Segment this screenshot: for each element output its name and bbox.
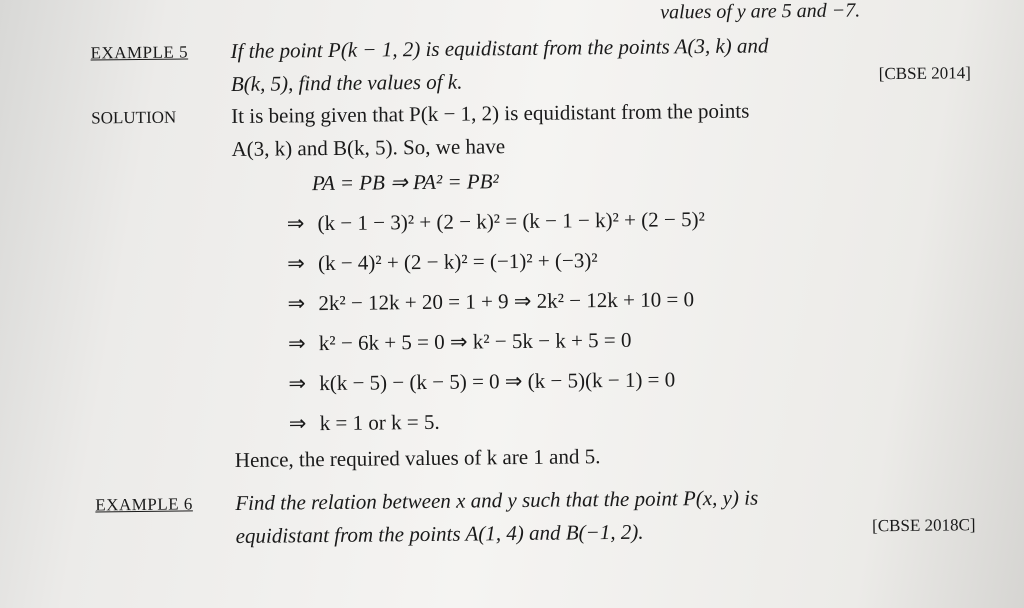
math-eq-6: k = 1 or k = 5. [320, 409, 440, 434]
label-text: EXAMPLE 6 [95, 494, 193, 514]
implies-arrow: ⇒ [271, 244, 313, 284]
math-line-4: ⇒ k² − 6k + 5 = 0 ⇒ k² − 5k − k + 5 = 0 [313, 317, 973, 364]
math-line-5: ⇒ k(k − 5) − (k − 5) = 0 ⇒ (k − 5)(k − 1… [314, 357, 974, 404]
math-eq-3: 2k² − 12k + 20 = 1 + 9 ⇒ 2k² − 12k + 10 … [318, 287, 694, 315]
math-line-3: ⇒ 2k² − 12k + 20 = 1 + 9 ⇒ 2k² − 12k + 1… [313, 277, 973, 324]
math-eq-4: k² − 6k + 5 = 0 ⇒ k² − 5k − k + 5 = 0 [319, 328, 632, 355]
implies-arrow: ⇒ [272, 364, 314, 404]
fragment-text: values of y are 5 and −7. [660, 0, 860, 24]
solution-block: SOLUTION It is being given that P(k − 1,… [91, 92, 975, 478]
implies-arrow: ⇒ [272, 404, 314, 444]
math-eq-2: (k − 4)² + (2 − k)² = (−1)² + (−3)² [318, 248, 598, 275]
cbse-tag: [CBSE 2014] [879, 60, 971, 87]
math-derivation: PA = PB ⇒ PA² = PB² ⇒ (k − 1 − 3)² + (2 … [232, 157, 975, 444]
math-line-0: PA = PB ⇒ PA² = PB² [312, 157, 972, 204]
example-5-label: EXAMPLE 5 [90, 35, 230, 67]
example-6-block: EXAMPLE 6 Find the relation between x an… [95, 479, 976, 553]
intro-text-1: It is being given that P(k − 1, 2) is eq… [231, 99, 749, 128]
math-eq-0: PA = PB ⇒ PA² = PB² [312, 169, 499, 195]
solution-body: It is being given that P(k − 1, 2) is eq… [231, 92, 975, 477]
math-line-2: ⇒ (k − 4)² + (2 − k)² = (−1)² + (−3)² [313, 237, 973, 284]
implies-arrow: ⇒ [271, 324, 313, 364]
fragment-line: values of y are 5 and −7. [90, 0, 970, 30]
solution-label: SOLUTION [91, 100, 231, 132]
problem-line-2-text: B(k, 5), find the values of k. [231, 69, 463, 95]
label-text: EXAMPLE 5 [90, 42, 188, 62]
problem-line-2-text: equidistant from the points A(1, 4) and … [235, 519, 643, 547]
math-line-1: ⇒ (k − 1 − 3)² + (2 − k)² = (k − 1 − k)²… [312, 197, 972, 244]
math-line-6: ⇒ k = 1 or k = 5. [314, 397, 974, 444]
cbse-tag: [CBSE 2018C] [872, 512, 976, 539]
solution-conclusion: Hence, the required values of k are 1 an… [235, 437, 975, 477]
math-eq-1: (k − 1 − 3)² + (2 − k)² = (k − 1 − k)² +… [317, 207, 704, 235]
implies-arrow: ⇒ [271, 284, 313, 324]
example-5-problem: If the point P(k − 1, 2) is equidistant … [230, 27, 971, 100]
example-6-label: EXAMPLE 6 [95, 487, 235, 519]
example-6-problem: Find the relation between x and y such t… [235, 479, 976, 552]
example-5-block: EXAMPLE 5 If the point P(k − 1, 2) is eq… [90, 27, 971, 101]
math-eq-5: k(k − 5) − (k − 5) = 0 ⇒ (k − 5)(k − 1) … [319, 367, 675, 395]
textbook-page: values of y are 5 and −7. EXAMPLE 5 If t… [40, 0, 1006, 554]
implies-arrow: ⇒ [270, 204, 312, 244]
label-text: SOLUTION [91, 108, 176, 128]
